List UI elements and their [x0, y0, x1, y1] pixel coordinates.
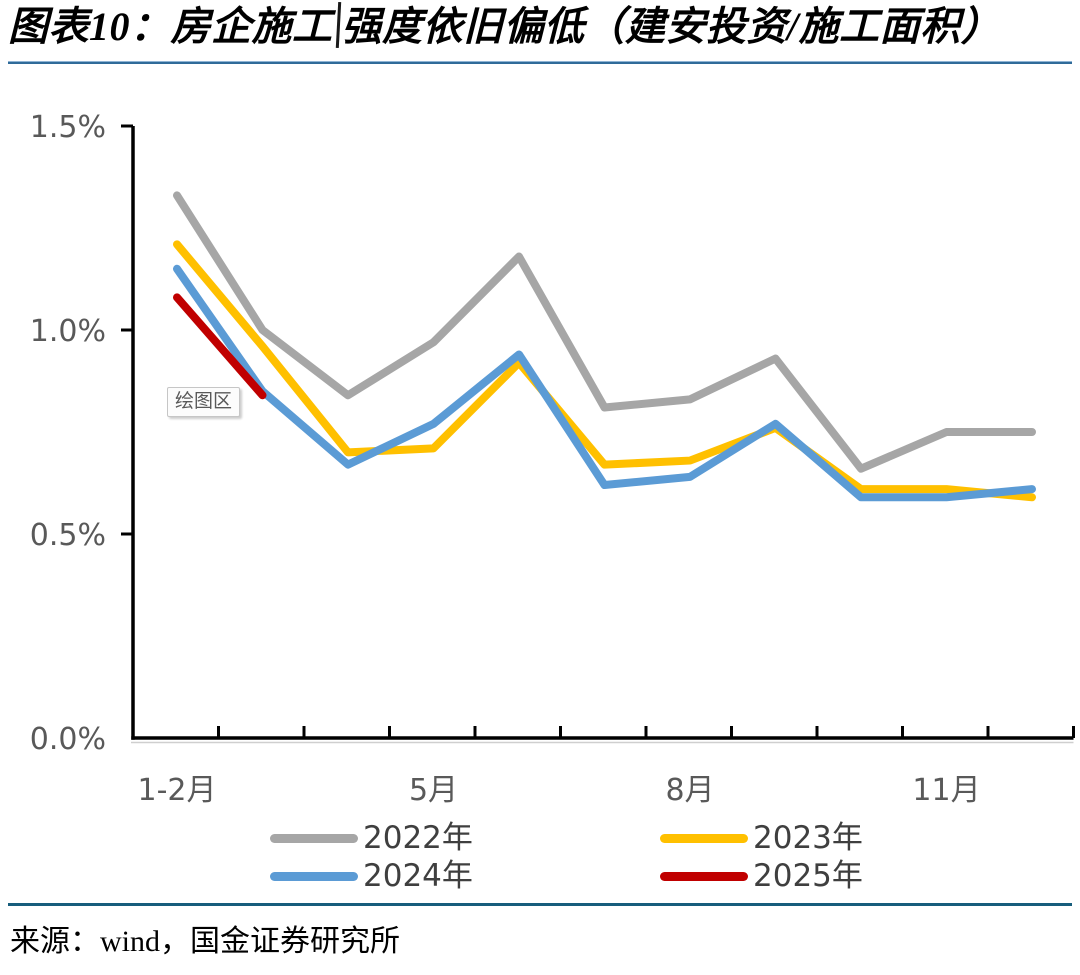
source-note: 来源：wind，国金证券研究所: [10, 925, 400, 958]
footer-divider: [8, 903, 1072, 906]
plot-area-tooltip: 绘图区: [167, 387, 241, 417]
svg-text:1-2月: 1-2月: [138, 773, 217, 808]
svg-text:1.0%: 1.0%: [30, 314, 106, 349]
title-divider: [8, 61, 1072, 64]
svg-text:1.5%: 1.5%: [30, 110, 106, 145]
svg-text:5月: 5月: [409, 773, 458, 808]
svg-text:8月: 8月: [665, 773, 714, 808]
figure-title-part2: 强度依旧偏低（建安投资/施工面积）: [341, 4, 1002, 49]
figure-title-part1: 图表10：房企施工: [8, 4, 333, 49]
figure-title: 图表10：房企施工 强度依旧偏低（建安投资/施工面积）: [8, 1, 1072, 52]
svg-text:0.5%: 0.5%: [30, 518, 106, 553]
svg-text:0.0%: 0.0%: [30, 722, 106, 757]
svg-text:11月: 11月: [912, 773, 980, 808]
